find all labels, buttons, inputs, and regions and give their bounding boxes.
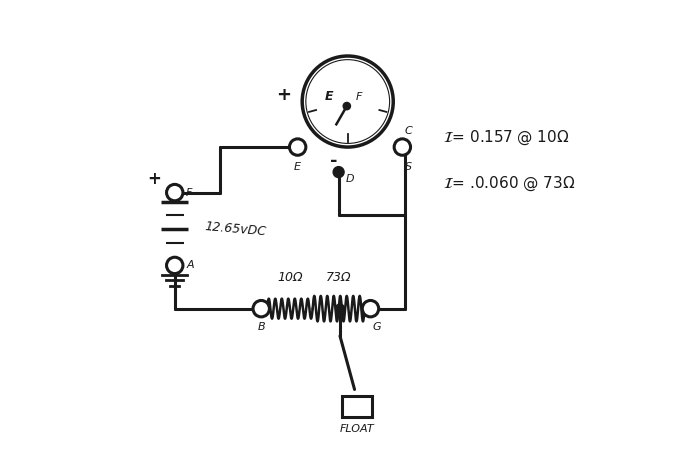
Circle shape (394, 139, 410, 155)
Circle shape (333, 167, 344, 178)
Text: $\mathcal{I}$= .0.060 @ 73$\Omega$: $\mathcal{I}$= .0.060 @ 73$\Omega$ (443, 174, 575, 193)
Circle shape (167, 185, 183, 201)
Text: E: E (294, 162, 301, 172)
Circle shape (253, 300, 270, 317)
Circle shape (363, 300, 379, 317)
Text: F: F (356, 92, 363, 102)
Bar (342, 396, 372, 417)
Text: +: + (276, 86, 290, 104)
Text: B: B (258, 322, 265, 333)
Text: 73Ω: 73Ω (326, 271, 351, 284)
Text: A: A (186, 261, 194, 270)
Circle shape (335, 304, 344, 313)
Circle shape (290, 139, 306, 155)
Text: F: F (186, 188, 193, 197)
Text: $\mathcal{I}$= 0.157 @ 10$\Omega$: $\mathcal{I}$= 0.157 @ 10$\Omega$ (443, 129, 570, 147)
Text: 10Ω: 10Ω (277, 271, 302, 284)
Circle shape (167, 257, 183, 273)
Text: C: C (405, 125, 412, 136)
Text: E: E (324, 91, 333, 104)
Text: -: - (330, 152, 338, 169)
Text: G: G (373, 322, 382, 333)
Text: 12.65vDC: 12.65vDC (204, 220, 267, 238)
Text: FLOAT: FLOAT (340, 424, 374, 434)
Text: S: S (405, 162, 412, 172)
Text: +: + (147, 170, 161, 188)
Text: D: D (345, 174, 354, 185)
Circle shape (343, 103, 351, 110)
